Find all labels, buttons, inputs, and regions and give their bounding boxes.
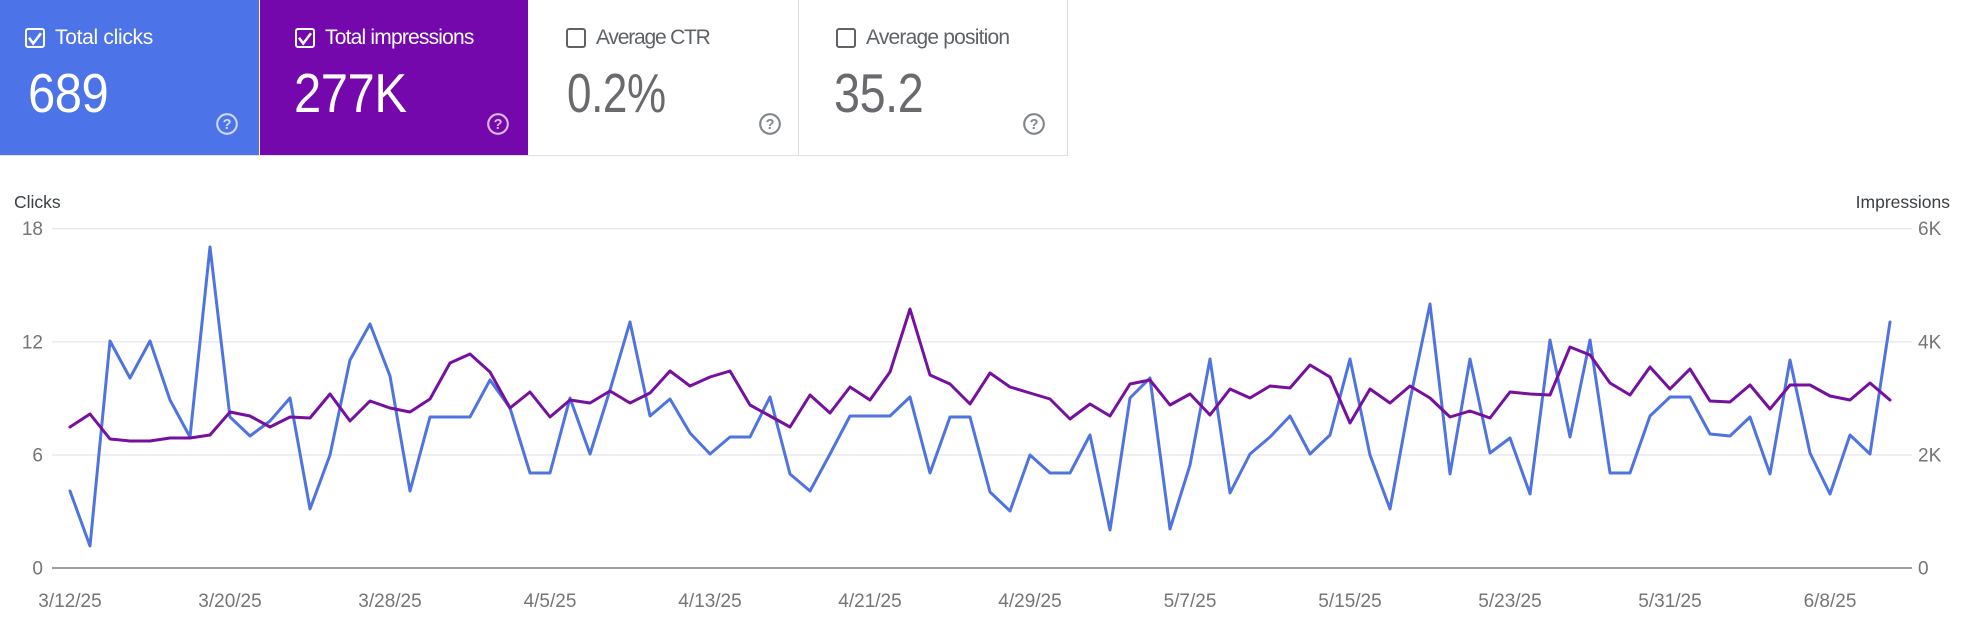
svg-text:4/21/25: 4/21/25 (838, 591, 901, 612)
svg-text:?: ? (1030, 117, 1039, 133)
svg-text:3/12/25: 3/12/25 (38, 591, 101, 612)
svg-text:?: ? (493, 117, 502, 133)
svg-text:0: 0 (32, 559, 43, 580)
svg-text:5/7/25: 5/7/25 (1164, 591, 1217, 612)
svg-text:Clicks: Clicks (14, 192, 61, 212)
svg-text:5/15/25: 5/15/25 (1318, 591, 1381, 612)
svg-text:?: ? (222, 117, 231, 133)
svg-text:18: 18 (22, 219, 43, 240)
svg-text:?: ? (766, 117, 775, 133)
svg-text:2K: 2K (1918, 445, 1942, 466)
svg-text:4K: 4K (1918, 332, 1942, 353)
svg-text:Impressions: Impressions (1856, 192, 1951, 212)
svg-text:5/23/25: 5/23/25 (1478, 591, 1541, 612)
svg-text:12: 12 (22, 332, 43, 353)
svg-text:6K: 6K (1918, 219, 1942, 240)
svg-text:6/8/25: 6/8/25 (1804, 591, 1857, 612)
svg-text:6: 6 (32, 445, 43, 466)
svg-text:0: 0 (1918, 559, 1929, 580)
svg-text:3/28/25: 3/28/25 (358, 591, 421, 612)
svg-text:4/13/25: 4/13/25 (678, 591, 741, 612)
svg-text:3/20/25: 3/20/25 (198, 591, 261, 612)
svg-text:4/29/25: 4/29/25 (998, 591, 1061, 612)
svg-text:5/31/25: 5/31/25 (1638, 591, 1701, 612)
svg-text:4/5/25: 4/5/25 (524, 591, 577, 612)
